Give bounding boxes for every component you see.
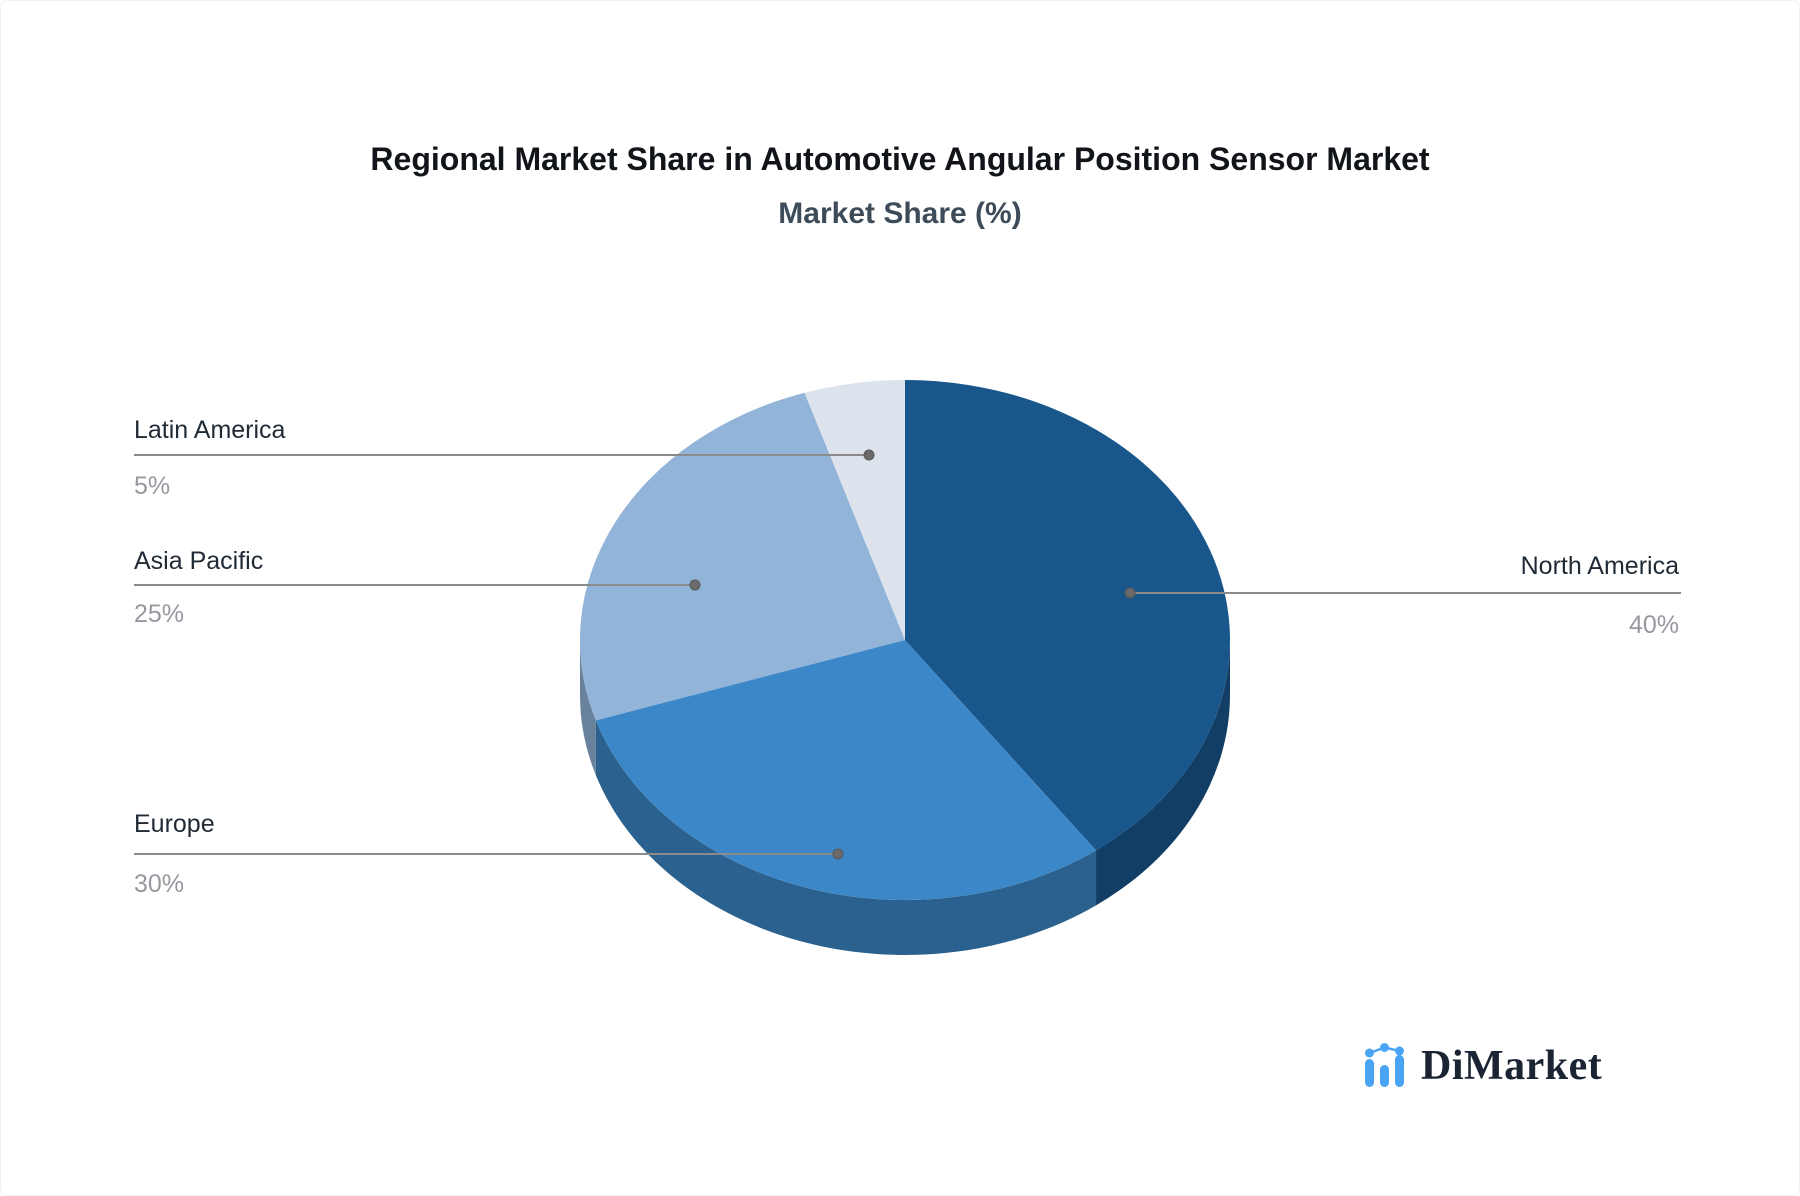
callout-value-latin-america: 5%	[134, 472, 171, 500]
pie-slice-europe[interactable]	[595, 640, 1097, 900]
pie-slice-asia-pacific-side	[580, 640, 596, 776]
chart-title: Regional Market Share in Automotive Angu…	[370, 141, 1430, 177]
brand-logo: DiMarket	[1363, 1043, 1602, 1089]
callout-label-north-america: North America	[1520, 552, 1679, 580]
pie-slice-europe-side	[595, 720, 1097, 955]
pie-slice-asia-pacific[interactable]	[579, 392, 905, 721]
callout-value-asia-pacific: 25%	[134, 600, 185, 628]
bar-line-chart-icon	[1365, 1043, 1404, 1087]
brand-logo-text: DiMarket	[1421, 1043, 1603, 1089]
chart-subtitle: Market Share (%)	[778, 197, 1022, 230]
pie-slice-north-america[interactable]	[905, 380, 1230, 851]
pie-slice-latin-america[interactable]	[804, 380, 905, 640]
callout-label-latin-america: Latin America	[134, 416, 286, 444]
callout-label-europe: Europe	[134, 810, 215, 838]
leader-dot-latin-america	[863, 449, 875, 461]
pie-slice-north-america-side	[1096, 640, 1230, 906]
callout-label-asia-pacific: Asia Pacific	[134, 547, 264, 575]
leader-dot-asia-pacific	[689, 579, 701, 591]
leader-dot-europe	[832, 848, 844, 860]
callout-value-north-america: 40%	[1628, 611, 1679, 639]
callout-value-europe: 30%	[134, 870, 185, 898]
leader-dot-north-america	[1124, 587, 1136, 599]
